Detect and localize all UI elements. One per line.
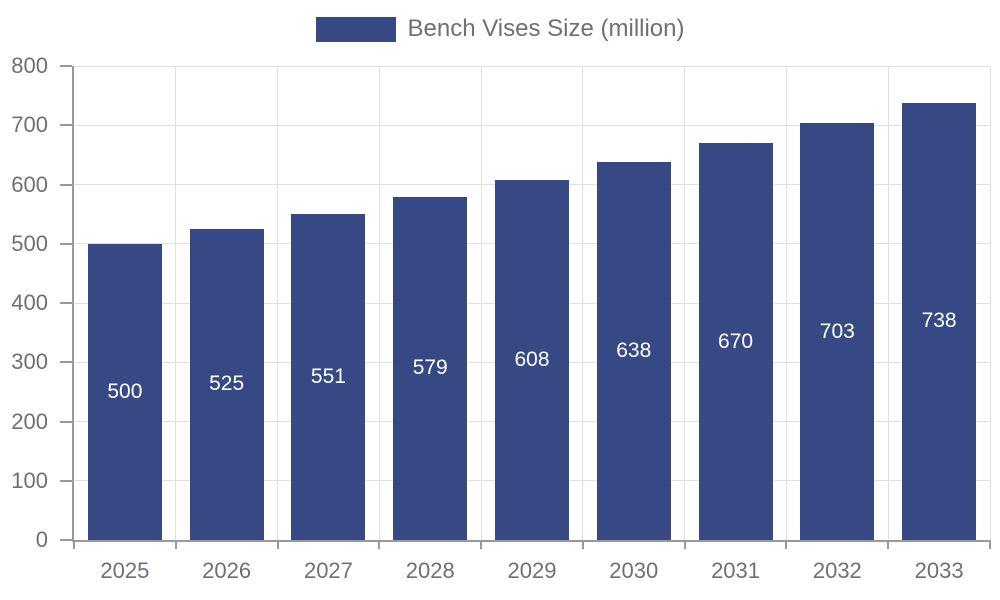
- legend: Bench Vises Size (million): [0, 14, 1000, 44]
- bar-2025[interactable]: 500: [87, 243, 162, 540]
- bar-value-label-2026: 525: [209, 372, 245, 396]
- gridline-v-3: [378, 66, 380, 540]
- y-axis-label-600: 600: [11, 171, 48, 197]
- x-axis-label-2028: 2028: [405, 558, 455, 583]
- bar-value-label-2029: 608: [514, 347, 550, 371]
- bar-2027[interactable]: 551: [291, 213, 366, 540]
- gridline-h-700: [74, 124, 990, 126]
- x-axis-tick-9: [989, 540, 991, 549]
- gridline-v-7: [785, 66, 787, 540]
- bar-value-label-2025: 500: [107, 379, 143, 403]
- x-axis-tick-0: [73, 540, 75, 549]
- gridline-v-4: [480, 66, 482, 540]
- x-axis-label-2025: 2025: [100, 558, 150, 583]
- y-axis-label-200: 200: [11, 408, 48, 434]
- bar-value-label-2030: 638: [616, 339, 652, 362]
- bar-2030[interactable]: 638: [596, 162, 671, 540]
- y-axis-tick-800: [60, 65, 72, 67]
- gridline-v-8: [887, 66, 889, 540]
- gridline-v-9: [989, 66, 991, 540]
- gridline-h-800: [74, 65, 990, 67]
- y-axis-tick-700: [60, 124, 72, 127]
- x-axis-label-2027: 2027: [303, 558, 353, 583]
- gridline-v-1: [175, 66, 177, 540]
- plot-area: 500 525 551 579 608 638 670 703 738: [72, 65, 991, 542]
- y-axis-tick-300: [60, 361, 72, 364]
- gridline-v-2: [277, 66, 279, 540]
- gridline-v-5: [582, 66, 584, 540]
- y-axis-label-0: 0: [35, 527, 48, 552]
- x-axis-label-2032: 2032: [812, 558, 862, 583]
- legend-label[interactable]: Bench Vises Size (million): [407, 15, 685, 42]
- y-axis-label-400: 400: [11, 290, 48, 315]
- y-axis-label-500: 500: [11, 230, 48, 256]
- x-axis-tick-6: [683, 540, 686, 549]
- y-axis-label-800: 800: [11, 53, 48, 78]
- y-axis-label-100: 100: [11, 467, 48, 493]
- x-axis-label-2033: 2033: [914, 558, 964, 583]
- x-axis-tick-3: [378, 540, 381, 549]
- gridline-v-6: [684, 66, 686, 540]
- bar-value-label-2033: 738: [921, 309, 957, 333]
- bar-2028[interactable]: 579: [393, 196, 468, 540]
- x-axis-tick-5: [581, 540, 584, 549]
- y-axis-tick-600: [60, 183, 72, 186]
- y-axis-label-700: 700: [11, 112, 48, 138]
- y-axis-tick-100: [60, 479, 72, 482]
- y-axis-tick-200: [60, 420, 72, 423]
- bar-2032[interactable]: 703: [800, 123, 875, 540]
- bar-value-label-2028: 579: [412, 356, 448, 380]
- legend-swatch[interactable]: [315, 16, 396, 42]
- x-axis-label-2029: 2029: [507, 558, 557, 583]
- y-axis-tick-0: [60, 539, 72, 541]
- y-axis-line: [72, 66, 74, 540]
- x-axis-label-2031: 2031: [711, 558, 761, 583]
- bar-2033[interactable]: 738: [902, 102, 977, 540]
- x-axis-label-2030: 2030: [609, 558, 659, 583]
- x-axis-tick-1: [174, 540, 177, 549]
- y-axis-tick-400: [60, 302, 72, 304]
- x-axis-tick-8: [887, 540, 890, 549]
- x-axis-tick-7: [785, 540, 788, 549]
- bar-value-label-2027: 551: [310, 364, 346, 388]
- x-axis-tick-4: [480, 540, 483, 549]
- x-axis-line: [72, 540, 990, 542]
- bar-2031[interactable]: 670: [698, 143, 773, 540]
- x-axis-label-2026: 2026: [202, 558, 252, 583]
- bar-value-label-2032: 703: [819, 319, 855, 343]
- y-axis-label-300: 300: [11, 349, 48, 375]
- bar-2026[interactable]: 525: [189, 228, 264, 540]
- x-axis-tick-2: [276, 540, 279, 549]
- bar-2029[interactable]: 608: [495, 179, 569, 540]
- bar-value-label-2031: 670: [718, 329, 754, 353]
- y-axis-tick-500: [60, 242, 72, 245]
